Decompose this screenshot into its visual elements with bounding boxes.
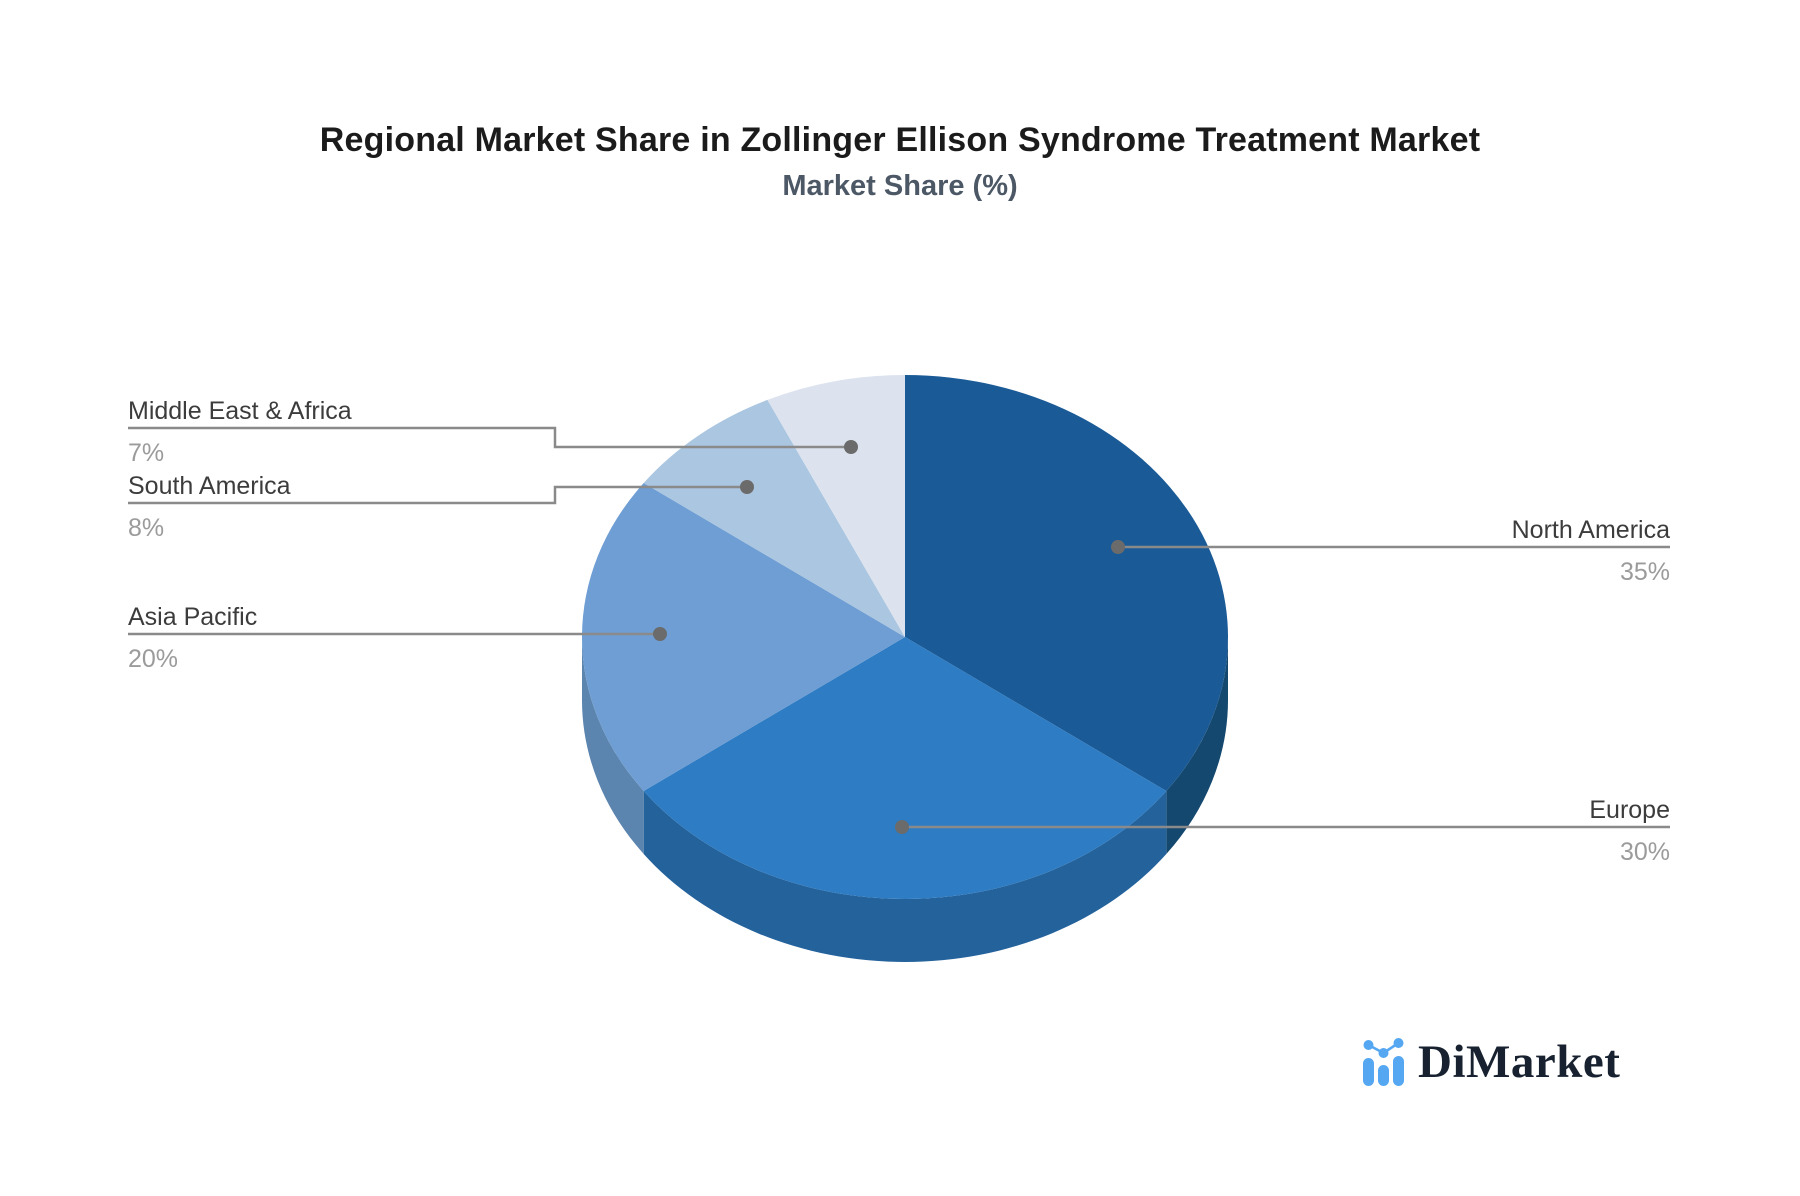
label-europe-percent: 30%: [1619, 838, 1670, 866]
chart-subtitle: Market Share (%): [782, 170, 1018, 202]
pie-3d-sides: [582, 637, 1228, 963]
label-middle-east-africa: Middle East & Africa 7%: [128, 395, 558, 470]
label-europe-name: Europe: [1589, 796, 1670, 824]
label-north-america-name: North America: [1511, 516, 1670, 544]
pie-slices: [582, 375, 1228, 900]
label-south-america-name: South America: [128, 472, 291, 500]
label-south-america: South America 8%: [128, 470, 558, 545]
label-north-america: North America 35%: [1220, 514, 1670, 589]
label-middle-east-africa-name: Middle East & Africa: [128, 397, 352, 425]
brand-logo-text: DiMarket: [1418, 1036, 1621, 1088]
label-middle-east-africa-percent: 7%: [128, 439, 165, 467]
label-south-america-percent: 8%: [128, 514, 165, 542]
label-europe: Europe 30%: [1220, 794, 1670, 869]
label-north-america-percent: 35%: [1619, 558, 1670, 586]
label-asia-pacific: Asia Pacific 20%: [128, 601, 558, 676]
leader-lines: [128, 426, 1670, 834]
chart-title: Regional Market Share in Zollinger Ellis…: [319, 121, 1481, 159]
brand-logo: DiMarket: [1360, 1036, 1620, 1088]
label-asia-pacific-name: Asia Pacific: [128, 603, 258, 631]
label-asia-pacific-percent: 20%: [128, 645, 179, 673]
bar-chart-logo-icon: [1363, 1038, 1404, 1086]
